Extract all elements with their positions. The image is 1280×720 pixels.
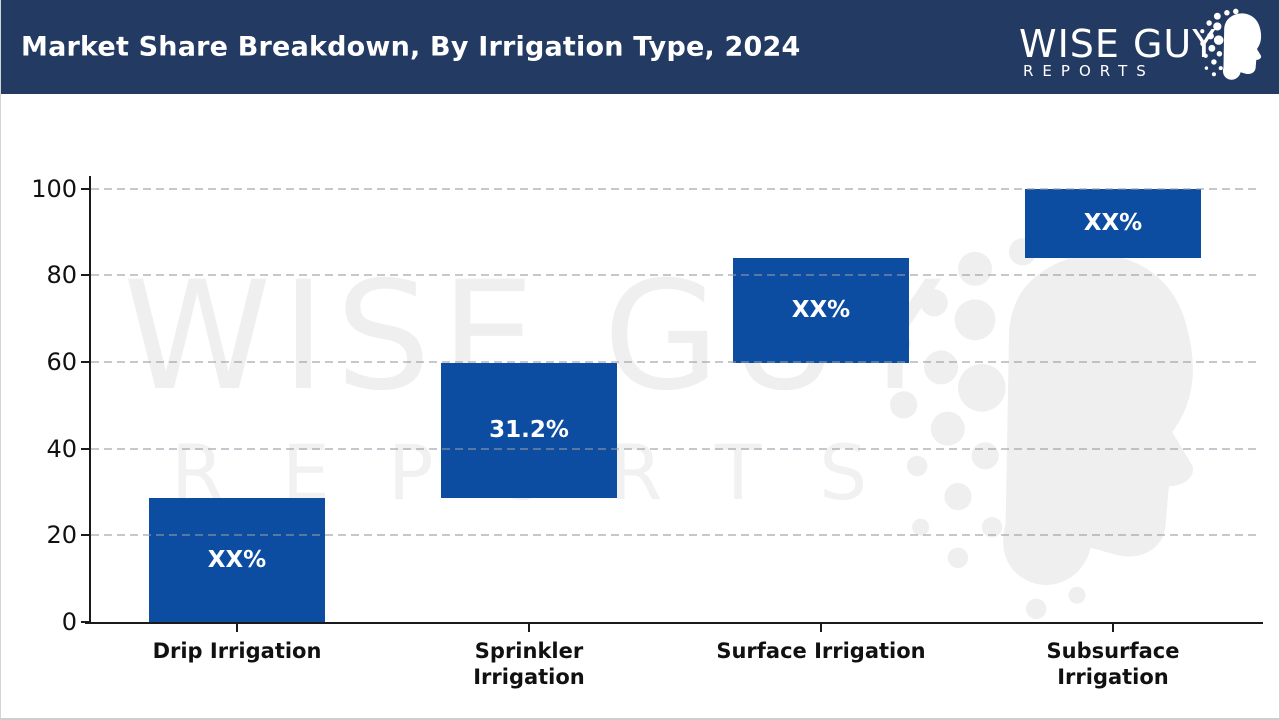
x-tick-mark: [1112, 624, 1114, 632]
y-tick-mark: [81, 361, 89, 363]
y-tick-mark: [81, 534, 89, 537]
y-tick-label: 20: [46, 521, 77, 550]
y-tick-mark: [81, 187, 89, 190]
y-tick-mark: [81, 621, 89, 623]
gridline: [91, 447, 1259, 450]
y-tick-mark: [81, 274, 89, 277]
x-axis-spine: [85, 622, 1263, 624]
plot-area: XX% 31.2% XX% XX%: [91, 180, 1259, 622]
bar-drip-irrigation: XX%: [149, 498, 325, 622]
logo-wordmark: WISE GUY: [1019, 22, 1217, 66]
logo-subtext: REPORTS: [1023, 62, 1155, 80]
x-tick-mark: [236, 624, 238, 632]
bar-value-label: XX%: [207, 547, 267, 574]
y-tick-label: 100: [31, 174, 77, 203]
y-tick-label: 60: [46, 348, 77, 376]
bar-value-label: XX%: [791, 297, 851, 324]
x-category-label: Drip Irrigation: [152, 639, 322, 663]
y-tick-label: 40: [46, 434, 77, 463]
bar-subsurface-irrigation: XX%: [1025, 188, 1201, 258]
bar-value-label: XX%: [1083, 210, 1143, 237]
logo-face-icon: [1200, 8, 1262, 80]
y-tick-label: 80: [46, 261, 77, 290]
y-tick-mark: [81, 447, 89, 450]
x-tick-mark: [528, 624, 530, 632]
y-tick-label: 0: [61, 608, 77, 636]
x-category-label: Surface Irrigation: [716, 639, 926, 663]
gridline: [91, 274, 1259, 277]
bar-value-label: 31.2%: [489, 417, 569, 444]
x-category-label: Sprinkler Irrigation: [473, 639, 585, 690]
x-category-label: Subsurface Irrigation: [1046, 639, 1180, 690]
bar-sprinkler-irrigation: 31.2%: [441, 362, 617, 499]
x-tick-mark: [820, 624, 822, 632]
page-title: Market Share Breakdown, By Irrigation Ty…: [21, 31, 801, 63]
gridline: [91, 187, 1259, 190]
gridline: [91, 361, 1259, 363]
gridline: [91, 534, 1259, 537]
header-bar: Market Share Breakdown, By Irrigation Ty…: [1, 0, 1279, 94]
y-axis-spine: [89, 176, 91, 624]
logo: WISE GUY REPORTS: [1019, 6, 1269, 90]
